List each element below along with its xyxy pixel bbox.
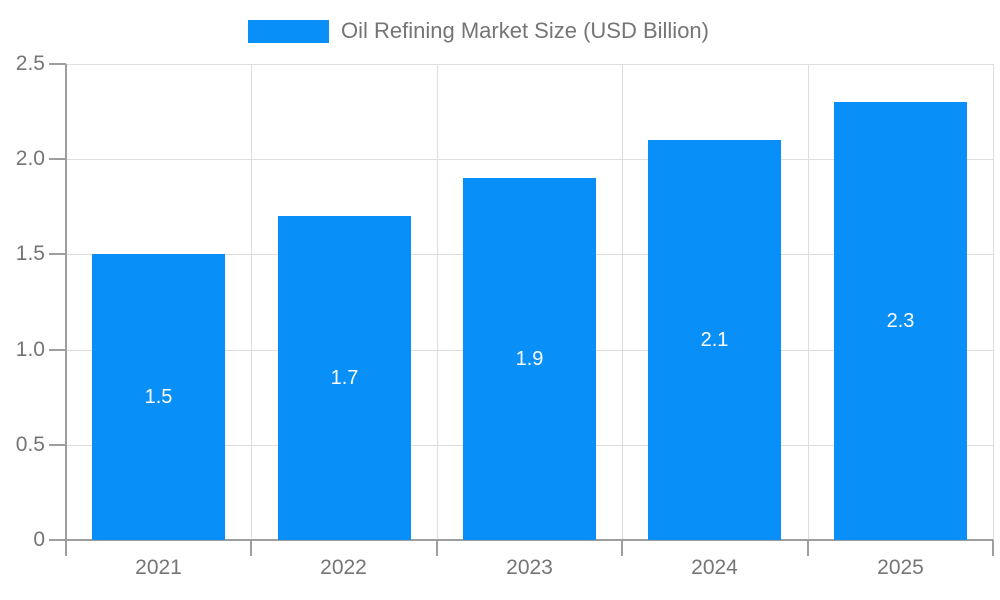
bar-value-label: 2.3 bbox=[886, 310, 915, 332]
v-gridline bbox=[437, 64, 438, 540]
y-tick bbox=[49, 253, 66, 255]
bar-value-label: 2.1 bbox=[700, 329, 729, 351]
y-tick bbox=[49, 349, 66, 351]
x-axis-tick-label: 2023 bbox=[506, 556, 553, 579]
x-axis-line bbox=[66, 539, 993, 541]
bar-value-label: 1.9 bbox=[515, 348, 544, 370]
x-tick bbox=[436, 540, 438, 556]
y-axis-line bbox=[65, 64, 67, 556]
v-gridline bbox=[993, 64, 994, 540]
y-axis-tick-label: 1.0 bbox=[15, 338, 45, 361]
x-tick bbox=[992, 540, 994, 556]
x-tick bbox=[621, 540, 623, 556]
v-gridline bbox=[622, 64, 623, 540]
bar-2023[interactable] bbox=[463, 178, 596, 540]
h-gridline bbox=[66, 64, 993, 65]
y-axis-tick-label: 2.5 bbox=[15, 52, 45, 75]
y-tick bbox=[49, 158, 66, 160]
y-tick bbox=[49, 444, 66, 446]
y-tick bbox=[49, 63, 66, 65]
x-tick bbox=[250, 540, 252, 556]
y-axis-tick-label: 0 bbox=[33, 528, 45, 551]
v-gridline bbox=[251, 64, 252, 540]
y-axis-tick-label: 1.5 bbox=[15, 242, 45, 265]
h-gridline bbox=[66, 159, 993, 160]
x-axis-tick-label: 2025 bbox=[877, 556, 924, 579]
bar-value-label: 1.7 bbox=[330, 367, 359, 389]
y-axis-tick-label: 0.5 bbox=[15, 433, 45, 456]
bar-2021[interactable] bbox=[92, 254, 225, 540]
bar-2025[interactable] bbox=[834, 102, 967, 540]
bar-value-label: 1.5 bbox=[144, 386, 173, 408]
legend[interactable]: Oil Refining Market Size (USD Billion) bbox=[248, 18, 709, 44]
y-tick bbox=[49, 539, 66, 541]
x-axis-tick-label: 2021 bbox=[135, 556, 182, 579]
x-tick bbox=[807, 540, 809, 556]
y-axis-tick-label: 2.0 bbox=[15, 147, 45, 170]
bar-2022[interactable] bbox=[278, 216, 411, 540]
bar-2024[interactable] bbox=[648, 140, 781, 540]
v-gridline bbox=[808, 64, 809, 540]
x-axis-tick-label: 2024 bbox=[691, 556, 738, 579]
legend-swatch bbox=[248, 19, 329, 43]
x-axis-tick-label: 2022 bbox=[320, 556, 367, 579]
legend-label: Oil Refining Market Size (USD Billion) bbox=[341, 18, 709, 43]
